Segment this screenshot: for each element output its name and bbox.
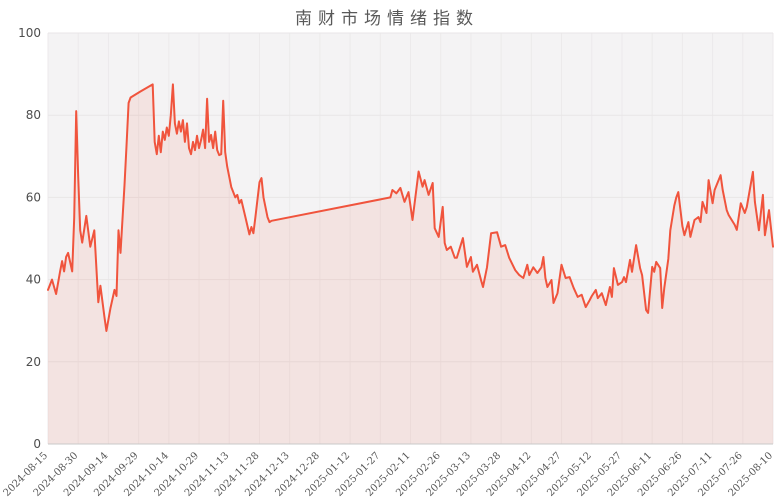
chart-title: 南财市场情绪指数 [295, 9, 479, 29]
series-line [47, 83, 774, 332]
y-axis-tick-label: 60 [26, 190, 41, 204]
y-axis-tick-label: 100 [18, 26, 41, 40]
series-area-fill [48, 84, 773, 445]
y-axis-tick-label: 40 [26, 273, 41, 287]
y-axis-tick-label: 80 [26, 108, 41, 122]
y-axis-tick-label: 20 [26, 355, 41, 369]
y-axis-tick-label: 0 [33, 437, 41, 451]
